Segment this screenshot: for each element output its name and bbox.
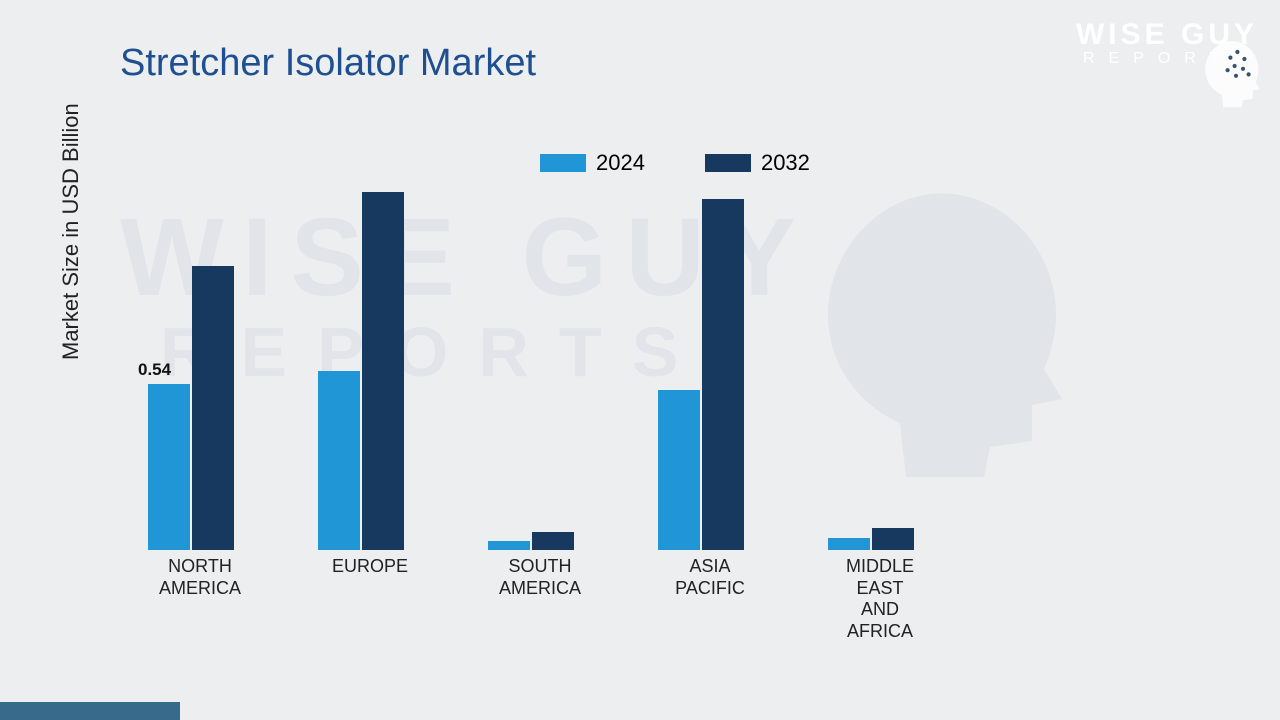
legend: 2024 2032 (540, 150, 810, 176)
x-tick-label: SOUTHAMERICA (480, 556, 600, 599)
bar (872, 528, 914, 550)
legend-swatch-2024 (540, 154, 586, 172)
bar (362, 192, 404, 550)
chart-title: Stretcher Isolator Market (120, 42, 536, 85)
brain-head-icon (1194, 38, 1264, 108)
bar (532, 532, 574, 551)
bar (318, 371, 360, 550)
x-tick-label: NORTHAMERICA (140, 556, 260, 599)
bar (148, 384, 190, 551)
bar (828, 538, 870, 550)
bar (192, 266, 234, 550)
bar (702, 199, 744, 551)
chart-canvas: WISE GUY REPORTS Stretcher Isolator Mark… (0, 0, 1280, 720)
legend-swatch-2032 (705, 154, 751, 172)
x-tick-label: MIDDLEEASTANDAFRICA (820, 556, 940, 642)
legend-label-2032: 2032 (761, 150, 810, 176)
brand-logo: WISE GUY REPORTS (1076, 18, 1258, 68)
legend-item-2024: 2024 (540, 150, 645, 176)
x-tick-label: ASIAPACIFIC (650, 556, 770, 599)
plot-area: 0.54 (100, 180, 950, 550)
bar-value-label: 0.54 (138, 360, 171, 380)
bar (488, 541, 530, 550)
y-axis-label: Market Size in USD Billion (58, 103, 84, 360)
bar (658, 390, 700, 550)
legend-label-2024: 2024 (596, 150, 645, 176)
footer-accent (0, 702, 180, 720)
legend-item-2032: 2032 (705, 150, 810, 176)
x-tick-label: EUROPE (310, 556, 430, 578)
